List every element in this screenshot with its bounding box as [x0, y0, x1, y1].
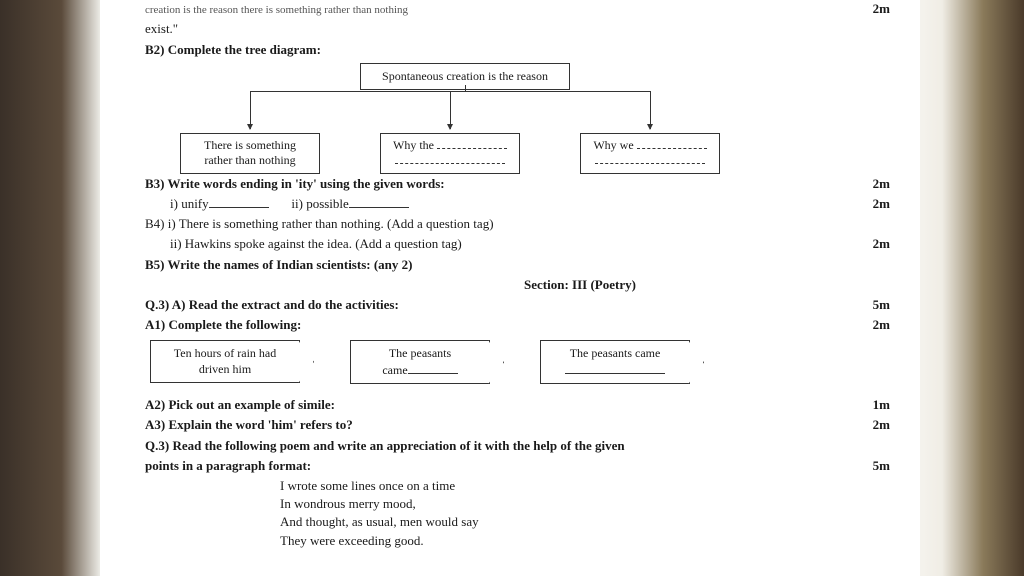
tree-node-1-l2: rather than nothing	[191, 153, 309, 169]
fragment-line: creation is the reason there is somethin…	[120, 0, 900, 18]
a3-mark: 2m	[873, 416, 890, 434]
exam-paper: creation is the reason there is somethin…	[100, 0, 920, 576]
blank	[565, 362, 665, 374]
mark-top: 2m	[873, 0, 890, 18]
a2-mark: 1m	[873, 396, 890, 414]
flow2-l1: The peasants	[359, 346, 481, 362]
q3b-text2: points in a paragraph format:	[145, 458, 311, 473]
blank-dotted	[395, 154, 505, 164]
top-fragment: creation is the reason there is somethin…	[145, 4, 408, 16]
q3b-label2: points in a paragraph format: 5m	[145, 457, 900, 475]
b3-label: B3) Write words ending in 'ity' using th…	[145, 175, 900, 193]
a2-label: A2) Pick out an example of simile: 1m	[145, 396, 900, 414]
q3b-label: Q.3) Read the following poem and write a…	[145, 437, 900, 455]
poem-l1: I wrote some lines once on a time	[280, 477, 900, 495]
blank	[349, 196, 409, 208]
blank-dotted	[437, 139, 507, 149]
b2-mark: 2m	[873, 175, 890, 193]
q3b-mark: 5m	[873, 457, 890, 475]
b3-i: i) unify	[170, 196, 209, 211]
b3-label-text: B3) Write words ending in 'ity' using th…	[145, 176, 445, 191]
q3a-mark: 5m	[873, 296, 890, 314]
flow-box-2: The peasants came	[350, 340, 490, 384]
b4-mark: 2m	[873, 235, 890, 253]
flow1-l1: Ten hours of rain had	[159, 346, 291, 362]
b4-i: B4) i) There is something rather than no…	[145, 215, 900, 233]
blank-dotted	[637, 139, 707, 149]
poem-l2: In wondrous merry mood,	[280, 495, 900, 513]
tree-node-1-l1: There is something	[191, 138, 309, 154]
blank	[408, 362, 458, 374]
a2-text: A2) Pick out an example of simile:	[145, 397, 335, 412]
tree-node-3: Why we	[580, 133, 720, 174]
tree-arrow-2	[450, 91, 451, 129]
b4-ii-text: ii) Hawkins spoke against the idea. (Add…	[170, 236, 462, 251]
q3a-text: Q.3) A) Read the extract and do the acti…	[145, 297, 399, 312]
flow-box-3: The peasants came	[540, 340, 690, 384]
a1-text: A1) Complete the following:	[145, 317, 301, 332]
tree-diagram: Spontaneous creation is the reason There…	[160, 63, 800, 173]
tree-arrow-3	[650, 91, 651, 129]
a3-text: A3) Explain the word 'him' refers to?	[145, 417, 353, 432]
flow2-l2: came	[382, 363, 407, 377]
b3-mark: 2m	[873, 195, 890, 213]
b3-ii: ii) possible	[291, 196, 348, 211]
tree-node-2-l1: Why the	[393, 138, 434, 152]
tree-node-1: There is something rather than nothing	[180, 133, 320, 174]
a1-label: A1) Complete the following: 2m	[145, 316, 900, 334]
q3a-label: Q.3) A) Read the extract and do the acti…	[145, 296, 900, 314]
exist-line: exist."	[145, 20, 900, 38]
tree-arrow-1	[250, 91, 251, 129]
blank	[209, 196, 269, 208]
flow3-l1: The peasants came	[549, 346, 681, 362]
b2-label: B2) Complete the tree diagram:	[145, 41, 900, 59]
flow-diagram: Ten hours of rain had driven him The pea…	[150, 340, 900, 390]
tree-node-2: Why the	[380, 133, 520, 174]
b5-label: B5) Write the names of Indian scientists…	[145, 256, 900, 274]
poem-l4: They were exceeding good.	[280, 532, 900, 550]
section-3: Section: III (Poetry)	[260, 276, 900, 294]
flow-box-1: Ten hours of rain had driven him	[150, 340, 300, 383]
b4-ii: ii) Hawkins spoke against the idea. (Add…	[170, 235, 900, 253]
poem-l3: And thought, as usual, men would say	[280, 513, 900, 531]
b3-items: i) unify ii) possible 2m	[170, 195, 900, 213]
blank-dotted	[595, 154, 705, 164]
flow1-l2: driven him	[159, 362, 291, 378]
a3-label: A3) Explain the word 'him' refers to? 2m	[145, 416, 900, 434]
a1-mark: 2m	[873, 316, 890, 334]
tree-node-3-l1: Why we	[593, 138, 633, 152]
b4-i-text: B4) i) There is something rather than no…	[145, 216, 494, 231]
